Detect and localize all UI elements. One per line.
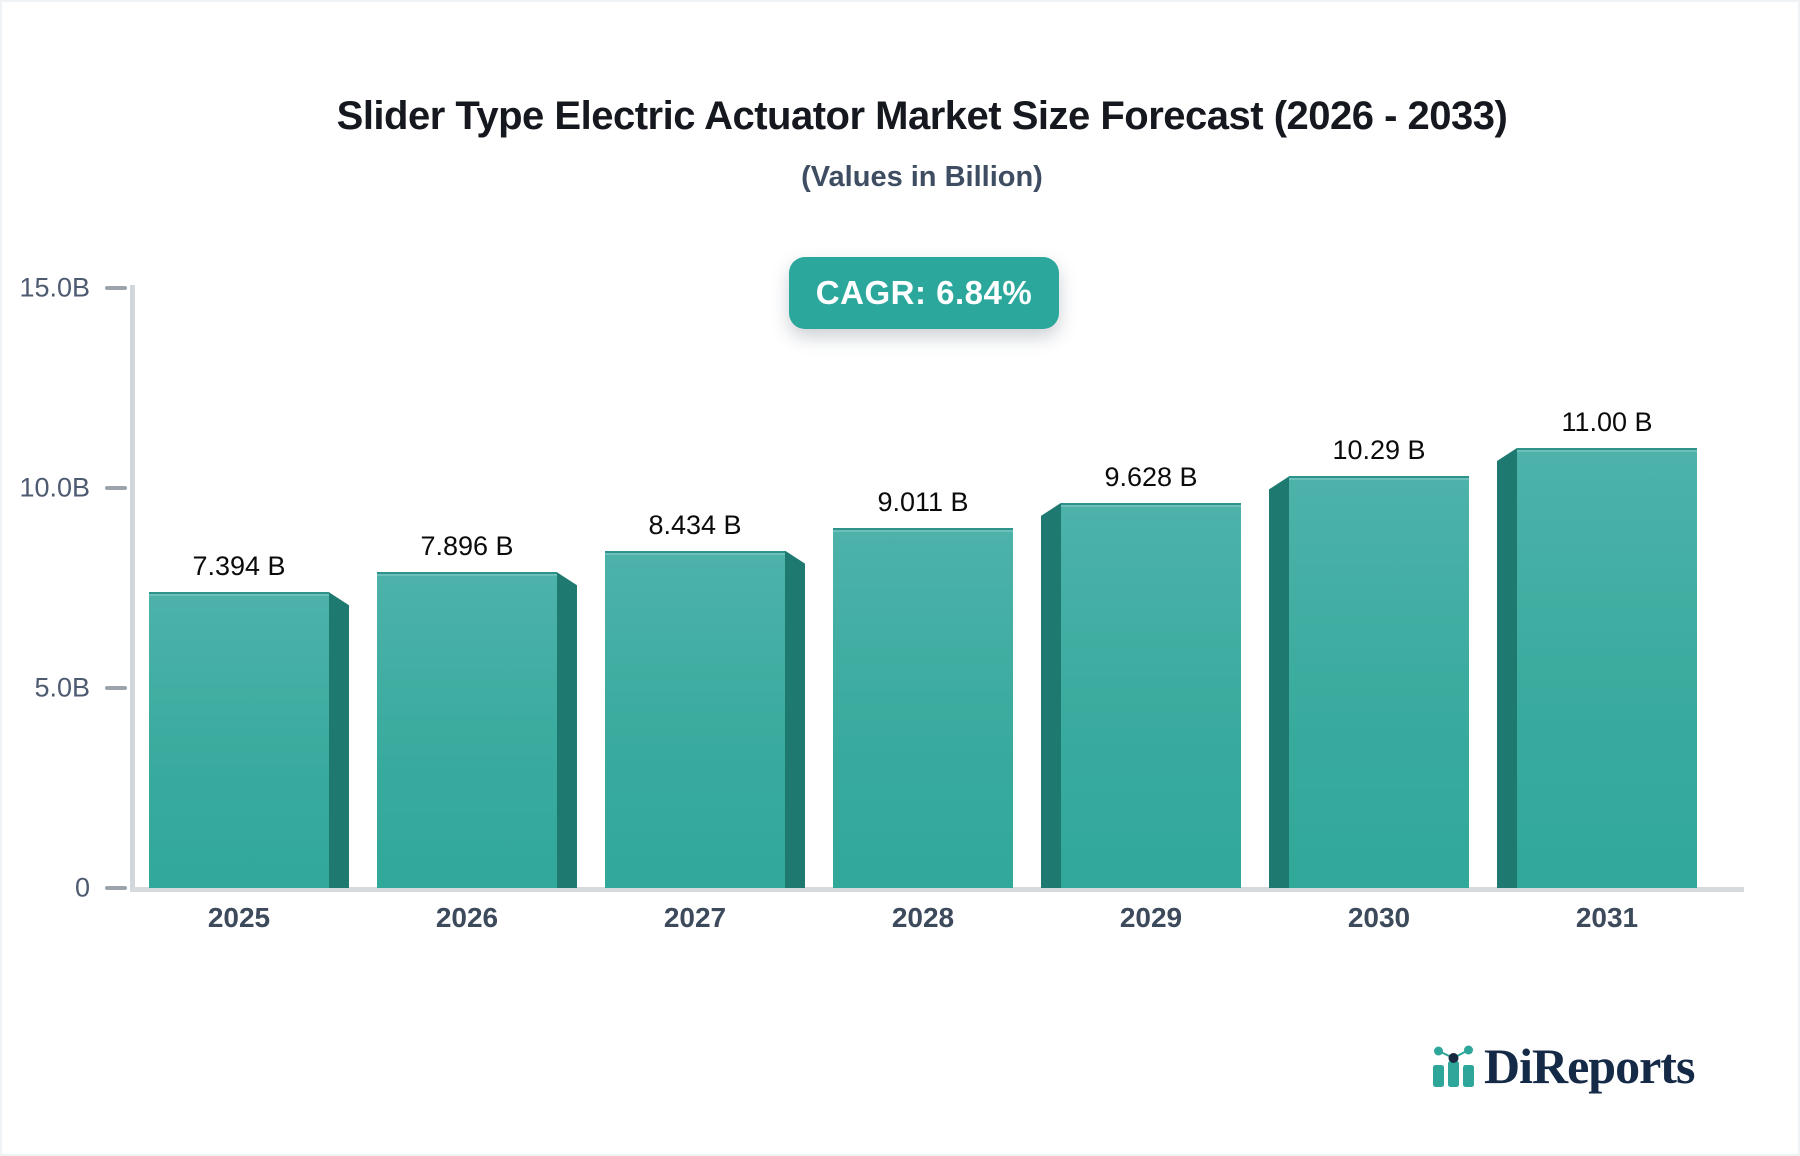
- chart-subtitle: (Values in Billion): [801, 161, 1043, 193]
- x-axis-baseline: [130, 887, 1744, 892]
- bar-body: [377, 572, 557, 888]
- bar-2025: [149, 592, 349, 888]
- y-axis-line: [130, 285, 135, 890]
- chart-header: Slider Type Electric Actuator Market Siz…: [2, 2, 1798, 194]
- bar-2027: [605, 550, 805, 888]
- bar-body: [1061, 502, 1241, 888]
- x-axis-label-2027: 2027: [663, 902, 727, 933]
- x-axis-label-2030: 2030: [1347, 902, 1411, 933]
- y-axis-tick-mark: [105, 686, 127, 690]
- chart-title: Slider Type Electric Actuator Market Siz…: [336, 94, 1508, 138]
- y-axis-tick-mark: [105, 886, 127, 890]
- cagr-badge-label: CAGR: 6.84%: [815, 274, 1033, 311]
- bar-value-label: 9.011 B: [877, 486, 969, 517]
- x-axis-label-2026: 2026: [435, 902, 499, 933]
- bar-value-label: 11.00 B: [1561, 407, 1653, 437]
- x-axis-label-2031: 2031: [1575, 902, 1639, 933]
- y-axis-tick-label: 10.0B: [19, 472, 90, 503]
- bar-value-label: 7.394 B: [192, 551, 286, 582]
- bar-value-label: 8.434 B: [648, 509, 742, 540]
- bar-side-face: [1041, 502, 1061, 888]
- bar-body: [1517, 448, 1697, 888]
- cagr-badge: CAGR: 6.84%: [789, 257, 1059, 329]
- y-axis-tick-label: 0: [74, 872, 90, 903]
- mini-bar-trend-icon: [1433, 1045, 1474, 1087]
- x-axis-label-2025: 2025: [207, 902, 271, 933]
- bar-2026: [377, 572, 577, 888]
- bar-body: [605, 550, 785, 888]
- direports-logo: DiReports: [1430, 1038, 1695, 1094]
- y-axis-tick-label: 15.0B: [19, 272, 90, 303]
- y-axis-tick-mark: [105, 486, 127, 490]
- y-axis-tick-label: 5.0B: [34, 672, 90, 703]
- bar-side-face: [1497, 448, 1517, 888]
- bar-side-face: [557, 572, 577, 888]
- bar-side-face: [785, 550, 805, 888]
- bar-2028: [833, 527, 1013, 888]
- bar-value-label: 10.29 B: [1332, 435, 1426, 466]
- bar-side-face: [329, 592, 349, 888]
- bar-value-label: 9.628 B: [1104, 461, 1198, 492]
- x-axis-label-2029: 2029: [1119, 902, 1183, 933]
- bar-body: [1289, 476, 1469, 888]
- bar-body: [149, 592, 329, 888]
- bar-2030: [1269, 476, 1469, 888]
- bar-value-label: 7.896 B: [420, 531, 514, 562]
- bar-side-face: [1269, 476, 1289, 888]
- logo-text: DiReports: [1484, 1038, 1695, 1094]
- x-axis-label-2028: 2028: [891, 902, 955, 933]
- y-axis-tick-mark: [105, 286, 127, 290]
- bar-body: [833, 527, 1013, 888]
- bar-2031: [1497, 448, 1697, 888]
- bar-2029: [1041, 502, 1241, 888]
